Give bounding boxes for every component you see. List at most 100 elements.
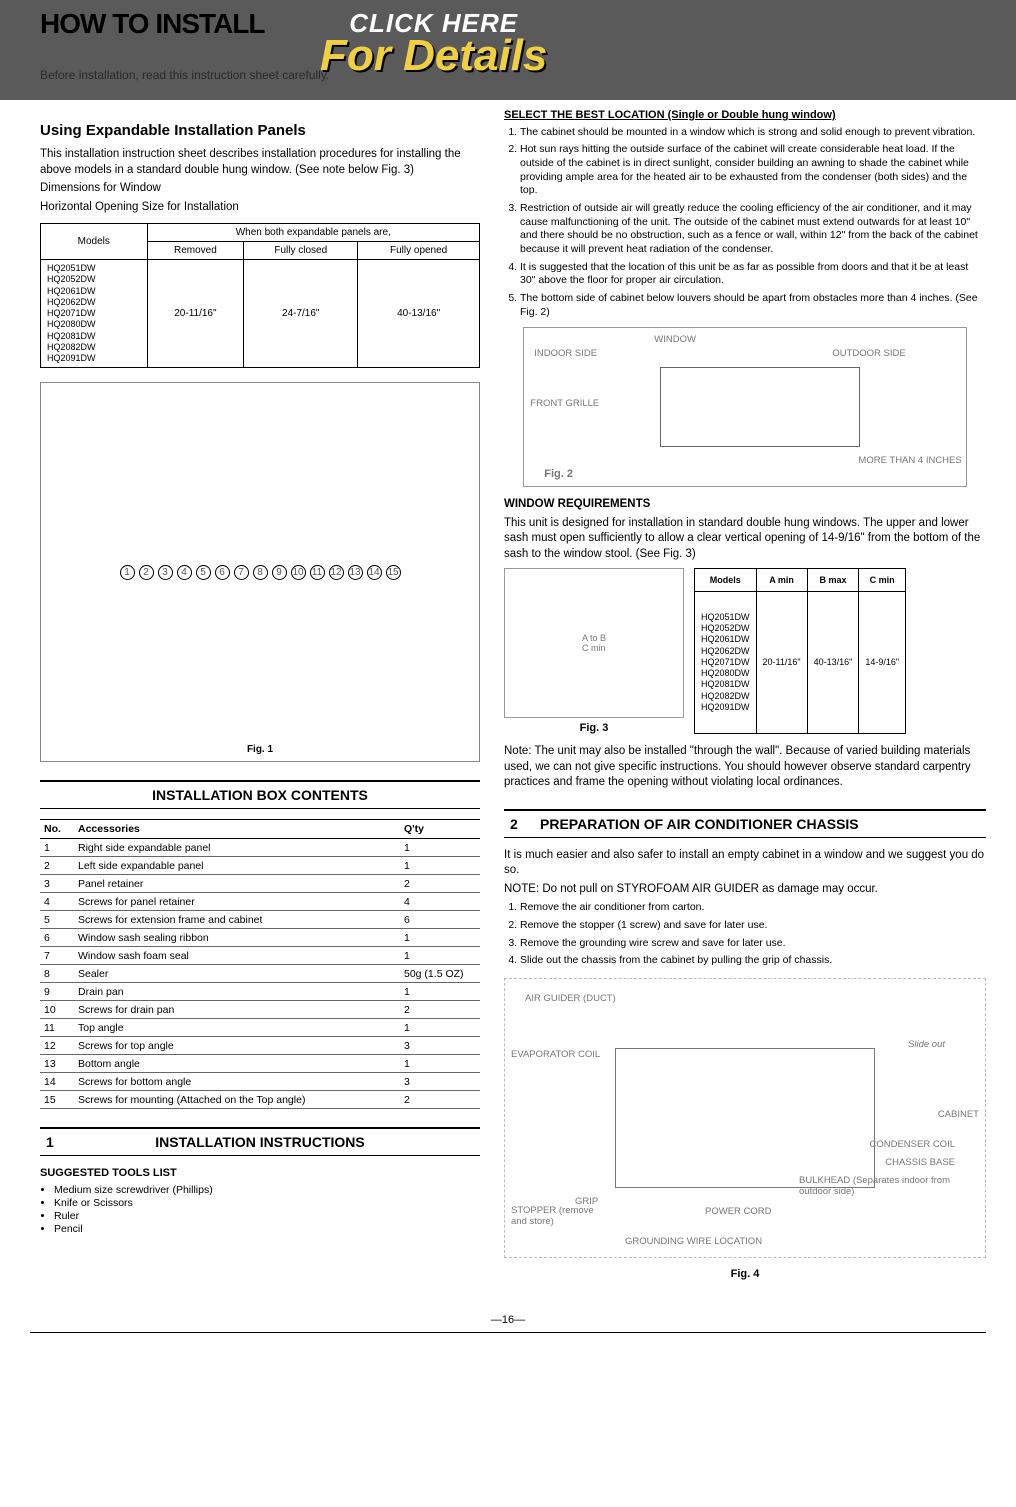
window-req-table: Models A min B max C min HQ2051DWHQ2052D… bbox=[694, 568, 906, 734]
panel-table-h-removed: Removed bbox=[147, 242, 244, 260]
list-item: Remove the air conditioner from carton. bbox=[520, 901, 986, 915]
list-item: Medium size screwdriver (Phillips) bbox=[54, 1184, 480, 1196]
contents-no: 15 bbox=[40, 1091, 74, 1109]
figure-1-caption: Fig. 1 bbox=[247, 744, 273, 755]
figure-3-caption: Fig. 3 bbox=[504, 722, 684, 734]
panel-table-model: HQ2061DW bbox=[47, 286, 141, 297]
panel-table-model: HQ2071DW bbox=[47, 308, 141, 319]
right-column: SELECT THE BEST LOCATION (Single or Doub… bbox=[504, 108, 986, 1280]
figure-3: A to B C min bbox=[504, 568, 684, 718]
left-intro-3: Horizontal Opening Size for Installation bbox=[40, 200, 480, 216]
table-row: 12 Screws for top angle 3 bbox=[40, 1037, 480, 1055]
footer-rule bbox=[30, 1332, 986, 1333]
req-table-model: HQ2082DW bbox=[701, 691, 750, 702]
figure-4-caption: Fig. 4 bbox=[504, 1268, 986, 1280]
contents-qty: 1 bbox=[400, 983, 480, 1001]
figure-callout: 13 bbox=[348, 565, 363, 580]
figure-callout: 9 bbox=[272, 565, 287, 580]
contents-acc: Top angle bbox=[74, 1019, 400, 1037]
panel-table-h-closed: Fully closed bbox=[244, 242, 358, 260]
contents-qty: 1 bbox=[400, 839, 480, 857]
instructions-number: 1 bbox=[46, 1134, 54, 1150]
fig4-power-cord: POWER CORD bbox=[705, 1206, 772, 1217]
contents-qty: 1 bbox=[400, 929, 480, 947]
list-item: Ruler bbox=[54, 1210, 480, 1222]
table-row: 13 Bottom angle 1 bbox=[40, 1055, 480, 1073]
req-table-model: HQ2081DW bbox=[701, 679, 750, 690]
contents-no: 11 bbox=[40, 1019, 74, 1037]
table-row: 9 Drain pan 1 bbox=[40, 983, 480, 1001]
left-intro-2: Dimensions for Window bbox=[40, 181, 480, 197]
contents-acc: Screws for top angle bbox=[74, 1037, 400, 1055]
fig4-grounding: GROUNDING WIRE LOCATION bbox=[625, 1236, 762, 1247]
cta-overlay[interactable]: CLICK HERE For Details bbox=[320, 10, 547, 78]
req-h-cmin: C min bbox=[859, 569, 906, 591]
figure-4: AIR GUIDER (DUCT) EVAPORATOR COIL Slide … bbox=[504, 978, 986, 1258]
list-item: The bottom side of cabinet below louvers… bbox=[520, 292, 986, 319]
left-column: Using Expandable Installation Panels Thi… bbox=[40, 108, 480, 1280]
figure-callout: 14 bbox=[367, 565, 382, 580]
fig2-window-label: WINDOW bbox=[654, 334, 696, 345]
list-item: Knife or Scissors bbox=[54, 1197, 480, 1209]
table-row: 8 Sealer 50g (1.5 OZ) bbox=[40, 965, 480, 983]
panel-table-h-opened: Fully opened bbox=[358, 242, 480, 260]
req-table-model: HQ2062DW bbox=[701, 646, 750, 657]
fig2-outdoor-label: OUTDOOR SIDE bbox=[832, 348, 905, 359]
contents-acc: Sealer bbox=[74, 965, 400, 983]
list-item: Remove the stopper (1 screw) and save fo… bbox=[520, 919, 986, 933]
table-row: 5 Screws for extension frame and cabinet… bbox=[40, 911, 480, 929]
contents-no: 4 bbox=[40, 893, 74, 911]
contents-qty: 50g (1.5 OZ) bbox=[400, 965, 480, 983]
table-row: 15 Screws for mounting (Attached on the … bbox=[40, 1091, 480, 1109]
figure-callout: 6 bbox=[215, 565, 230, 580]
req-table-model: HQ2071DW bbox=[701, 657, 750, 668]
req-table-model: HQ2052DW bbox=[701, 623, 750, 634]
contents-no: 14 bbox=[40, 1073, 74, 1091]
panel-table-model: HQ2091DW bbox=[47, 353, 141, 364]
contents-no: 12 bbox=[40, 1037, 74, 1055]
contents-no: 7 bbox=[40, 947, 74, 965]
table-row: 3 Panel retainer 2 bbox=[40, 875, 480, 893]
contents-acc: Bottom angle bbox=[74, 1055, 400, 1073]
prep-steps-list: Remove the air conditioner from carton. R… bbox=[504, 901, 986, 968]
panel-table-superheader: When both expandable panels are, bbox=[147, 224, 479, 242]
figure-callout: 5 bbox=[196, 565, 211, 580]
panel-dimensions-table: Models When both expandable panels are, … bbox=[40, 223, 480, 368]
req-bmax: 40-13/16" bbox=[807, 591, 859, 734]
tools-list: Medium size screwdriver (Phillips)Knife … bbox=[40, 1184, 480, 1235]
contents-h-acc: Accessories bbox=[74, 820, 400, 839]
fig3-c-label: C min bbox=[582, 643, 606, 653]
prep-title-text: PREPARATION OF AIR CONDITIONER CHASSIS bbox=[540, 816, 859, 832]
panel-table-closed: 24-7/16" bbox=[244, 260, 358, 368]
list-item: Slide out the chassis from the cabinet b… bbox=[520, 954, 986, 968]
left-intro-1: This installation instruction sheet desc… bbox=[40, 147, 480, 178]
contents-qty: 1 bbox=[400, 1019, 480, 1037]
req-table-model: HQ2080DW bbox=[701, 668, 750, 679]
contents-qty: 1 bbox=[400, 1055, 480, 1073]
prep-number: 2 bbox=[510, 816, 518, 832]
contents-h-qty: Q'ty bbox=[400, 820, 480, 839]
panel-table-opened: 40-13/16" bbox=[358, 260, 480, 368]
figure-callout: 11 bbox=[310, 565, 325, 580]
table-row: 10 Screws for drain pan 2 bbox=[40, 1001, 480, 1019]
page-number: —16— bbox=[0, 1314, 1016, 1326]
table-row: 11 Top angle 1 bbox=[40, 1019, 480, 1037]
contents-no: 8 bbox=[40, 965, 74, 983]
contents-no: 10 bbox=[40, 1001, 74, 1019]
figure-2-caption: Fig. 2 bbox=[544, 468, 573, 480]
box-contents-title: INSTALLATION BOX CONTENTS bbox=[40, 780, 480, 809]
panel-table-model: HQ2052DW bbox=[47, 274, 141, 285]
fig2-more-than-label: MORE THAN 4 INCHES bbox=[858, 455, 961, 466]
contents-qty: 2 bbox=[400, 1001, 480, 1019]
contents-qty: 3 bbox=[400, 1037, 480, 1055]
list-item: Remove the grounding wire screw and save… bbox=[520, 937, 986, 951]
contents-acc: Left side expandable panel bbox=[74, 857, 400, 875]
fig3-ab-label: A to B bbox=[582, 633, 606, 643]
contents-qty: 1 bbox=[400, 857, 480, 875]
fig4-evaporator: EVAPORATOR COIL bbox=[511, 1049, 600, 1060]
cta-line2: For Details bbox=[320, 34, 547, 78]
list-item: Hot sun rays hitting the outside surface… bbox=[520, 143, 986, 198]
table-row: 6 Window sash sealing ribbon 1 bbox=[40, 929, 480, 947]
list-item: It is suggested that the location of thi… bbox=[520, 261, 986, 288]
contents-acc: Screws for bottom angle bbox=[74, 1073, 400, 1091]
